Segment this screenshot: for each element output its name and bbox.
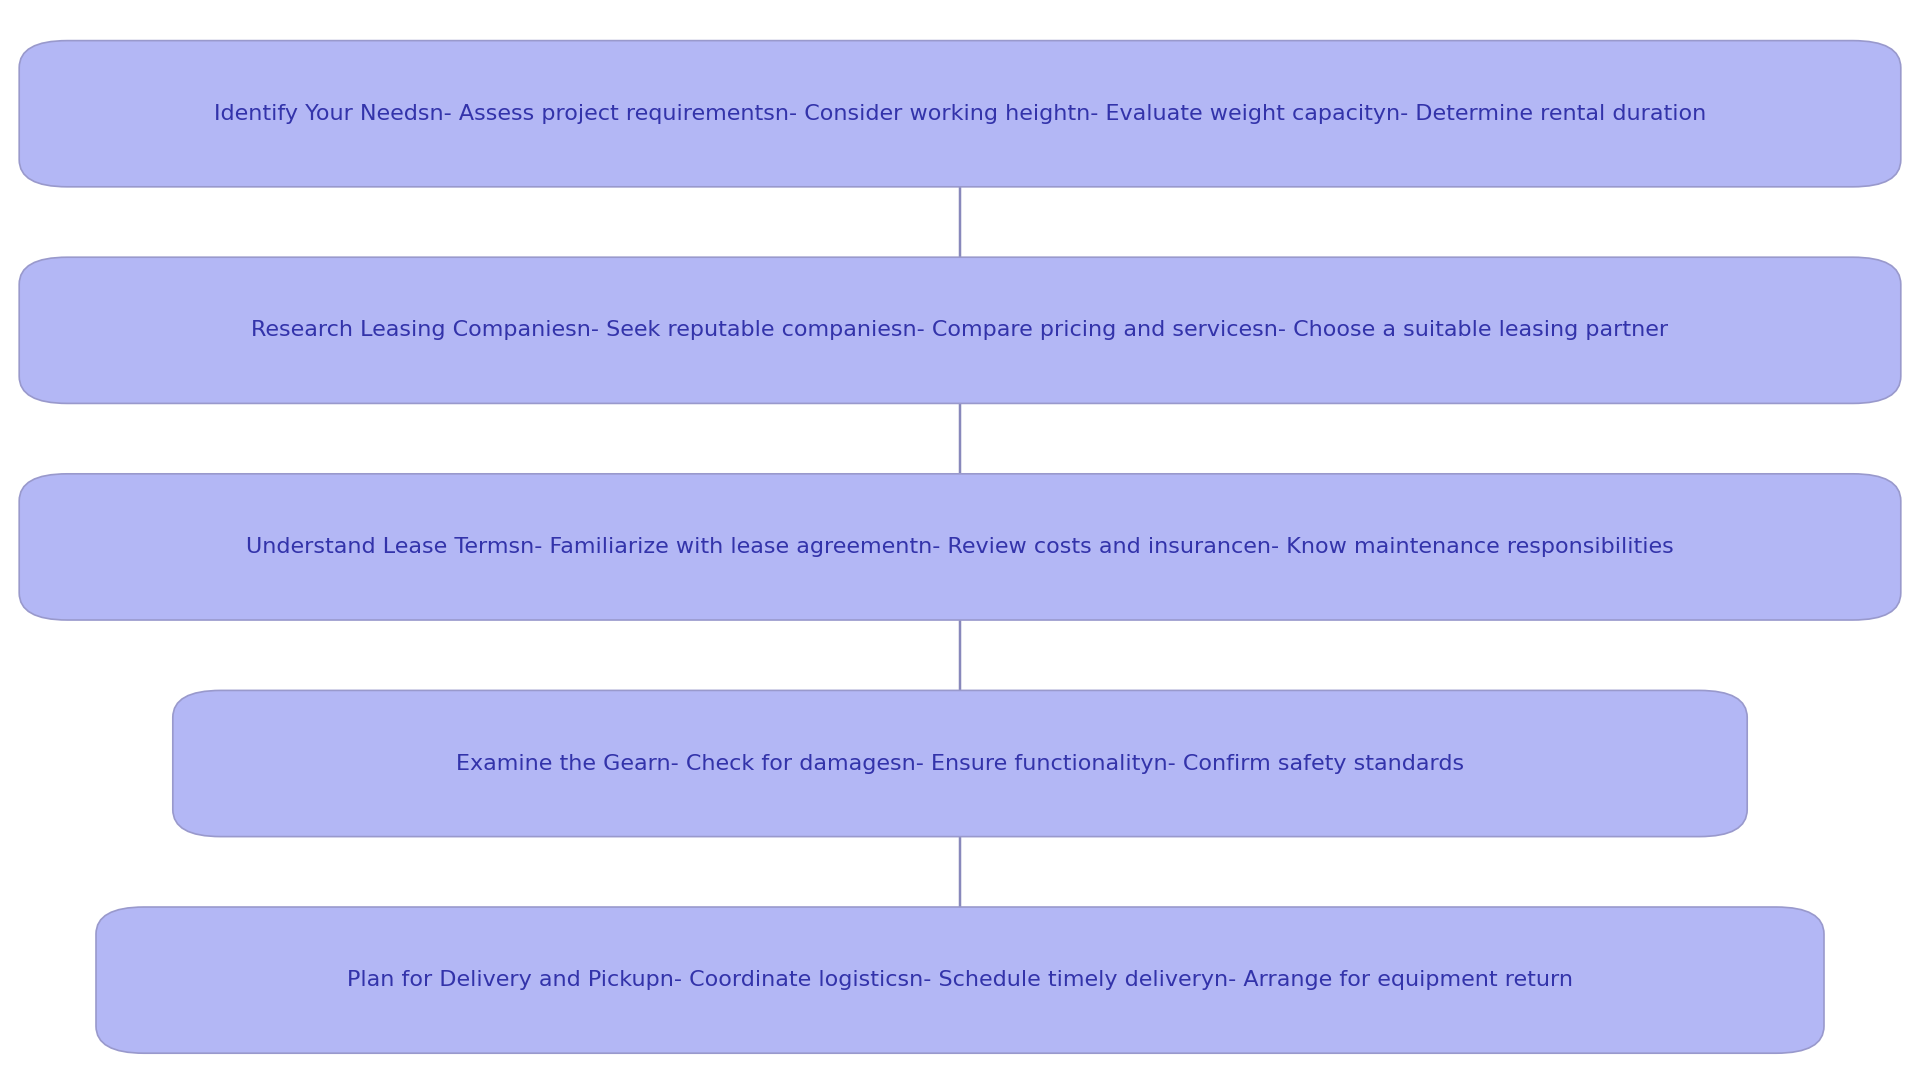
- FancyBboxPatch shape: [173, 691, 1747, 836]
- Text: Understand Lease Termsn- Familiarize with lease agreementn- Review costs and ins: Understand Lease Termsn- Familiarize wit…: [246, 537, 1674, 557]
- FancyBboxPatch shape: [19, 40, 1901, 186]
- FancyBboxPatch shape: [19, 258, 1901, 404]
- Text: Identify Your Needsn- Assess project requirementsn- Consider working heightn- Ev: Identify Your Needsn- Assess project req…: [213, 104, 1707, 123]
- Text: Research Leasing Companiesn- Seek reputable companiesn- Compare pricing and serv: Research Leasing Companiesn- Seek reputa…: [252, 321, 1668, 340]
- Text: Plan for Delivery and Pickupn- Coordinate logisticsn- Schedule timely deliveryn-: Plan for Delivery and Pickupn- Coordinat…: [348, 970, 1572, 990]
- FancyBboxPatch shape: [96, 908, 1824, 1053]
- FancyBboxPatch shape: [19, 474, 1901, 619]
- Text: Examine the Gearn- Check for damagesn- Ensure functionalityn- Confirm safety sta: Examine the Gearn- Check for damagesn- E…: [455, 754, 1465, 773]
